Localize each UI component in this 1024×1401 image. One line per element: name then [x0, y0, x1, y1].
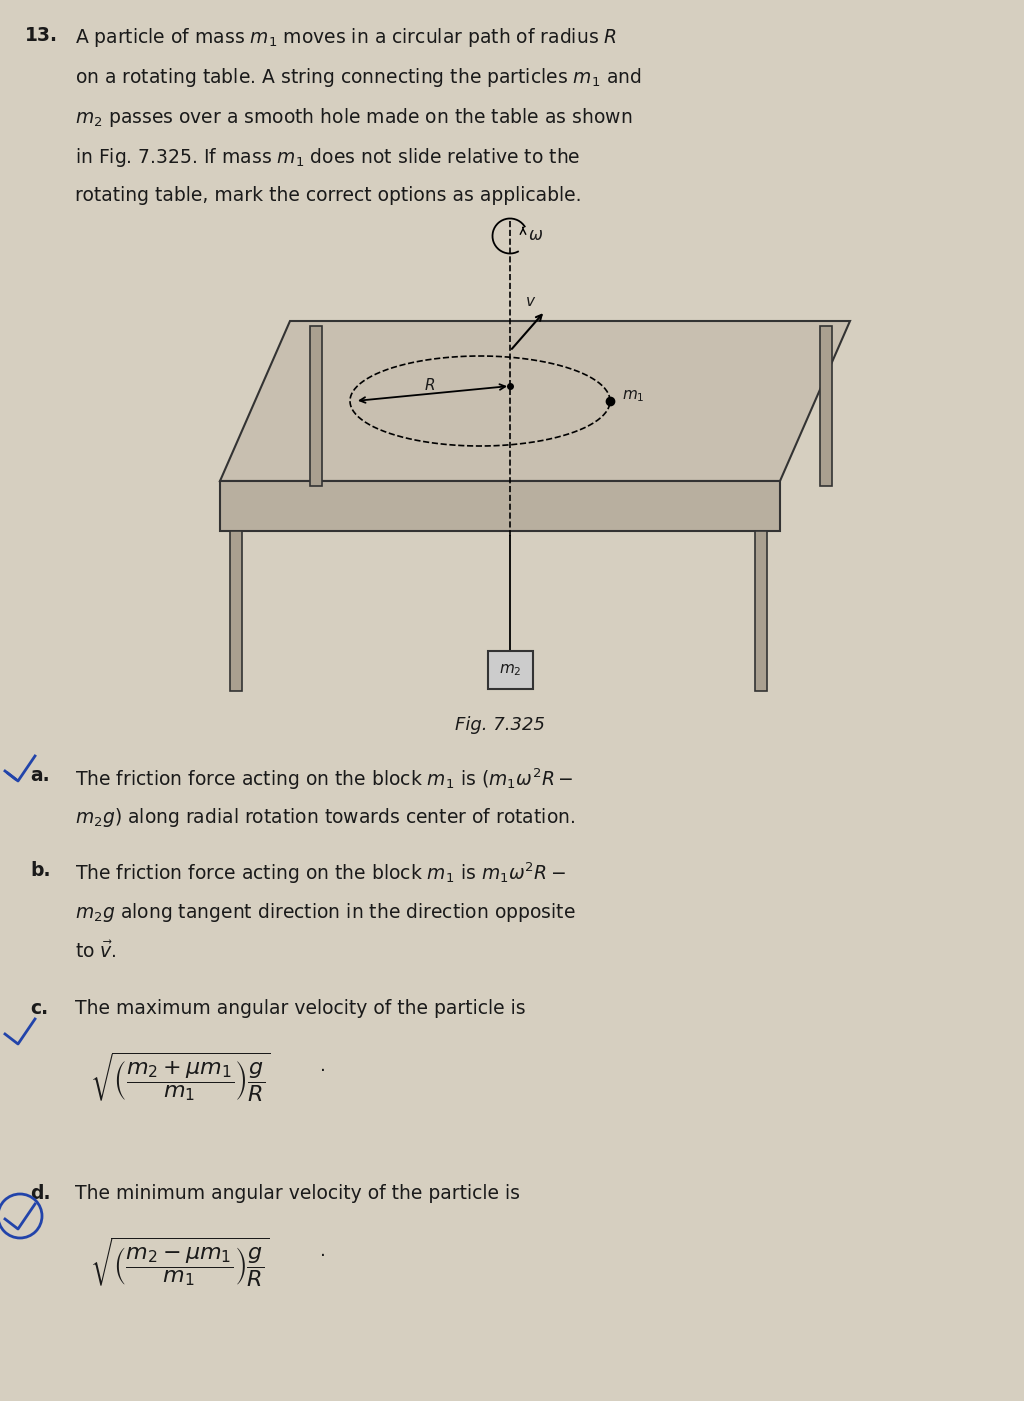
Text: $\sqrt{\left(\dfrac{m_2 + \mu m_1}{m_1}\right)\dfrac{g}{R}}$: $\sqrt{\left(\dfrac{m_2 + \mu m_1}{m_1}\… [90, 1051, 270, 1104]
Text: A particle of mass $m_1$ moves in a circular path of radius $R$: A particle of mass $m_1$ moves in a circ… [75, 27, 617, 49]
Polygon shape [230, 531, 242, 691]
Text: $\sqrt{\left(\dfrac{m_2 - \mu m_1}{m_1}\right)\dfrac{g}{R}}$: $\sqrt{\left(\dfrac{m_2 - \mu m_1}{m_1}\… [90, 1236, 269, 1289]
Text: Fig. 7.325: Fig. 7.325 [455, 716, 545, 734]
Text: .: . [319, 1241, 326, 1259]
Text: $m_1$: $m_1$ [622, 388, 644, 403]
Text: The minimum angular velocity of the particle is: The minimum angular velocity of the part… [75, 1184, 520, 1203]
Polygon shape [220, 321, 850, 481]
Polygon shape [755, 531, 767, 691]
Text: The maximum angular velocity of the particle is: The maximum angular velocity of the part… [75, 999, 525, 1019]
Text: $m_2$: $m_2$ [499, 663, 521, 678]
Text: $m_2g$ along tangent direction in the direction opposite: $m_2g$ along tangent direction in the di… [75, 901, 575, 925]
Text: $\omega$: $\omega$ [528, 226, 543, 244]
Text: in Fig. 7.325. If mass $m_1$ does not slide relative to the: in Fig. 7.325. If mass $m_1$ does not sl… [75, 146, 581, 170]
Text: a.: a. [30, 766, 49, 785]
Polygon shape [820, 326, 831, 486]
Text: c.: c. [30, 999, 48, 1019]
Text: $m_2$ passes over a smooth hole made on the table as shown: $m_2$ passes over a smooth hole made on … [75, 106, 633, 129]
Text: $v$: $v$ [525, 294, 537, 310]
Text: .: . [319, 1056, 326, 1075]
Text: to $\vec{v}$.: to $\vec{v}$. [75, 941, 117, 962]
Text: $R$: $R$ [424, 377, 435, 394]
Text: on a rotating table. A string connecting the particles $m_1$ and: on a rotating table. A string connecting… [75, 66, 642, 90]
Text: The friction force acting on the block $m_1$ is $(m_1\omega^2R -$: The friction force acting on the block $… [75, 766, 573, 792]
Text: The friction force acting on the block $m_1$ is $m_1\omega^2R -$: The friction force acting on the block $… [75, 862, 566, 887]
Text: b.: b. [30, 862, 50, 880]
Text: rotating table, mark the correct options as applicable.: rotating table, mark the correct options… [75, 186, 582, 205]
Polygon shape [310, 326, 322, 486]
Polygon shape [220, 481, 780, 531]
Text: 13.: 13. [25, 27, 58, 45]
Text: d.: d. [30, 1184, 50, 1203]
FancyBboxPatch shape [487, 651, 532, 689]
Text: $m_2g)$ along radial rotation towards center of rotation.: $m_2g)$ along radial rotation towards ce… [75, 806, 575, 829]
